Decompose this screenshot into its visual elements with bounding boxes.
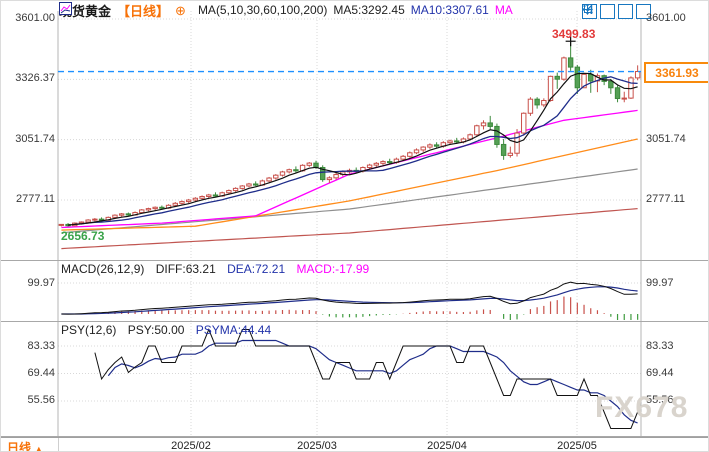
low-price-label: 2656.73 xyxy=(61,229,105,243)
axis-label: 99.97 xyxy=(27,277,55,289)
chart-header: 现货黄金 【日线】 ⊕ MA(5,10,30,60,100,200) MA5:3… xyxy=(59,2,513,19)
chart-canvas[interactable] xyxy=(1,1,709,437)
symbol-title: 现货黄金 xyxy=(59,3,112,19)
axis-label: 3326.37 xyxy=(15,72,55,84)
x-axis-label: 2025/02 xyxy=(171,440,211,452)
macd-title: MACD(26,12,9) xyxy=(61,262,145,276)
crosshair-move-icon[interactable] xyxy=(582,4,597,19)
ma5-value: MA5:3292.45 xyxy=(333,3,405,17)
ma30-value-truncated: MA xyxy=(494,3,513,17)
axis-label: 2777.11 xyxy=(646,193,685,205)
macd-diff-value: DIFF:63.21 xyxy=(155,262,216,276)
psy-title: PSY(12,6) xyxy=(61,323,117,337)
peak-price-label: 3499.83 xyxy=(552,27,596,41)
x-axis-label: 2025/04 xyxy=(427,440,467,452)
axis-label: 55.56 xyxy=(646,394,674,406)
psy-value: PSY:50.00 xyxy=(127,323,185,337)
chevron-up-icon: ▲ xyxy=(34,444,44,452)
axis-label: 83.33 xyxy=(646,340,674,352)
macd-legend: MACD(26,12,9) DIFF:63.21 DEA:72.21 MACD:… xyxy=(61,262,377,276)
macd-hist-value: MACD:-17.99 xyxy=(296,262,370,276)
axis-label: 69.44 xyxy=(27,367,55,379)
jump-to-latest-icon[interactable] xyxy=(582,4,651,19)
divider xyxy=(58,438,59,451)
psyma-value: PSYMA:44.44 xyxy=(195,323,272,337)
x-axis-label: 2025/05 xyxy=(557,440,597,452)
axis-label: 83.33 xyxy=(27,340,55,352)
period-label: 【日线】 xyxy=(117,3,170,19)
ma10-value: MA10:3307.61 xyxy=(410,3,489,17)
bottom-bar: 日线 ▲ 2025/02 2025/03 2025/04 2025/05 xyxy=(1,437,708,452)
last-price-tag: 3361.93 xyxy=(644,62,708,83)
macd-dea-value: DEA:72.21 xyxy=(227,262,286,276)
axis-label: 3601.00 xyxy=(15,12,55,24)
axis-label: 3051.74 xyxy=(15,133,55,145)
chart-toolbar xyxy=(582,4,651,19)
ma-group-label: MA(5,10,30,60,100,200) xyxy=(197,3,328,17)
psy-legend: PSY(12,6) PSY:50.00 PSYMA:44.44 xyxy=(61,323,279,337)
x-axis-label: 2025/03 xyxy=(297,440,337,452)
expand-icon[interactable]: ⊕ xyxy=(175,2,186,18)
period-tab-daily[interactable]: 日线 ▲ xyxy=(7,441,44,452)
y-axis-scale-icon[interactable] xyxy=(583,4,615,19)
axis-label: 2777.11 xyxy=(16,193,55,205)
axis-label: 55.56 xyxy=(27,394,55,406)
watermark: FX678 xyxy=(595,391,689,424)
axis-label: 99.97 xyxy=(646,277,674,289)
axis-label: 69.44 xyxy=(646,367,674,379)
x-axis-scale-icon[interactable] xyxy=(584,4,633,19)
axis-label: 3601.00 xyxy=(646,12,686,24)
axis-label: 3051.74 xyxy=(646,133,686,145)
